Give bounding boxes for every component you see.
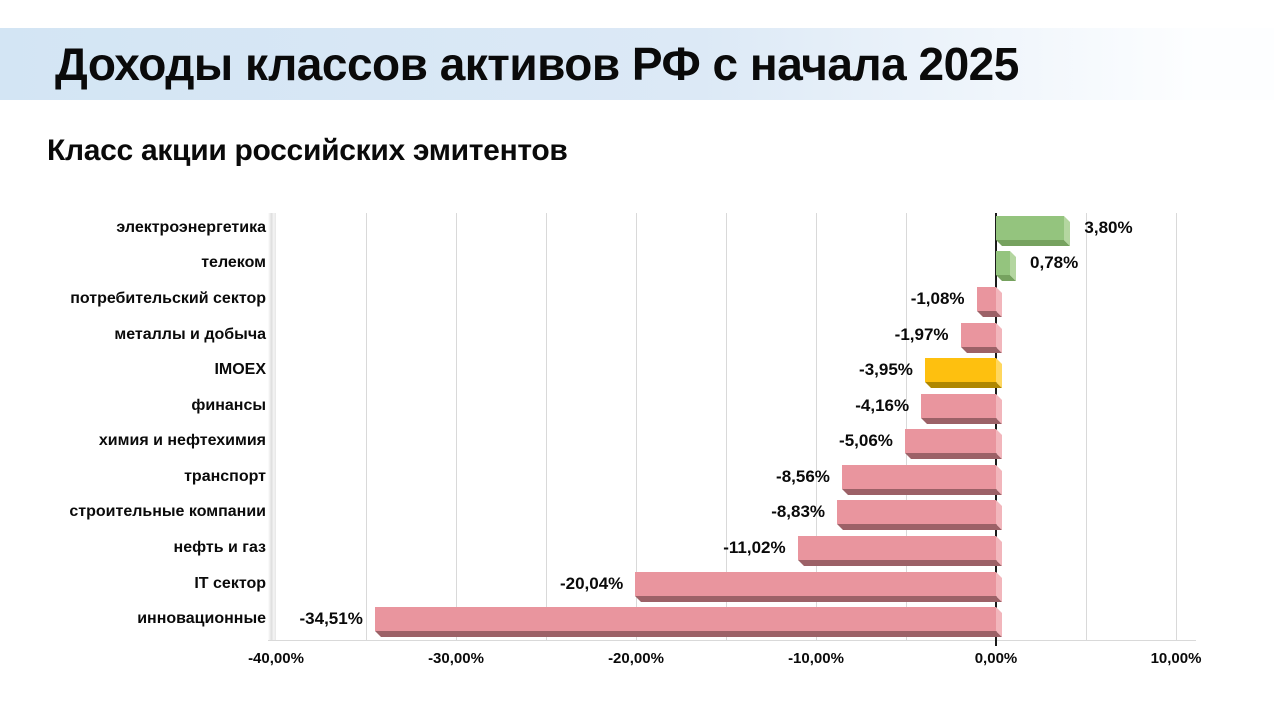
bar-bottom-face (924, 382, 1002, 389)
bar-end-cap (995, 429, 1002, 460)
value-label: -1,97% (894, 324, 949, 344)
gridline-minor (1086, 213, 1087, 640)
bar-end-cap (995, 464, 1002, 495)
value-label: -1,08% (910, 288, 965, 308)
category-label: IMOEX (214, 361, 266, 379)
category-label: потребительский сектор (70, 289, 266, 307)
bar-row (841, 464, 1002, 495)
value-label: -5,06% (839, 431, 893, 451)
category-label: металлы и добыча (114, 325, 266, 343)
bar-row (921, 393, 1002, 424)
bar-face (374, 607, 996, 632)
bar-end-cap (995, 571, 1002, 602)
bar-face (841, 464, 996, 489)
x-tick-label: -10,00% (788, 650, 844, 667)
bar-row (837, 500, 1002, 531)
category-label: инновационные (137, 610, 266, 628)
bar-bottom-face (841, 488, 1002, 495)
bar-bottom-face (797, 560, 1002, 567)
bar-face (996, 251, 1011, 276)
bar-face (976, 286, 996, 311)
bar-end-cap (1010, 251, 1017, 282)
bar-face (921, 393, 996, 418)
value-label: -8,56% (776, 466, 830, 486)
bar-face (635, 571, 996, 596)
value-label: -20,04% (559, 573, 624, 593)
bar-row (374, 607, 1002, 638)
bar-bottom-face (996, 239, 1071, 246)
plot-bottom-border (268, 640, 1196, 641)
bar-face (837, 500, 996, 525)
bar-end-cap (995, 393, 1002, 424)
bar-end-cap (995, 536, 1002, 567)
category-label: финансы (191, 396, 266, 414)
bar-row (996, 251, 1017, 282)
x-tick-label: -40,00% (248, 650, 304, 667)
category-label: IT сектор (194, 574, 266, 592)
value-label: -11,02% (723, 538, 786, 558)
bar-bottom-face (635, 595, 1002, 602)
value-label: -8,83% (771, 502, 826, 522)
bar-face (924, 358, 996, 383)
value-label: -4,16% (855, 395, 910, 415)
bar-end-cap (995, 322, 1002, 353)
bar-bottom-face (374, 631, 1002, 638)
bar-row (996, 215, 1071, 246)
gridline-minor (366, 213, 367, 640)
x-tick-label: 0,00% (974, 650, 1018, 667)
bar-end-cap (995, 607, 1002, 638)
x-tick-label: -20,00% (608, 650, 664, 667)
bar-row (924, 358, 1002, 389)
bar-bottom-face (921, 417, 1002, 424)
page-title: Доходы классов активов РФ с начала 2025 (55, 38, 1019, 90)
category-label: химия и нефтехимия (98, 432, 266, 450)
plot-left-wall (268, 213, 276, 640)
bar-end-cap (995, 286, 1002, 317)
gridline-minor (906, 213, 907, 640)
value-label: -34,51% (299, 609, 363, 629)
category-label: телеком (201, 254, 266, 272)
page-subtitle: Класс акции российских эмитентов (47, 134, 568, 167)
bar-row (904, 429, 1002, 460)
gridline-minor (816, 213, 817, 640)
bar-row (960, 322, 1002, 353)
bar-face (797, 536, 996, 561)
title-banner: Доходы классов активов РФ с начала 2025 (0, 28, 1274, 100)
x-tick-label: 10,00% (1150, 650, 1202, 667)
bar-row (976, 286, 1002, 317)
gridline-minor (636, 213, 637, 640)
bar-face (904, 429, 996, 454)
bar-end-cap (1064, 215, 1071, 246)
gridline-minor (726, 213, 727, 640)
gridline-minor (456, 213, 457, 640)
x-tick-label: -30,00% (428, 650, 484, 667)
category-label: нефть и газ (173, 539, 266, 557)
value-label: 3,80% (1084, 217, 1133, 237)
gridline-minor (1176, 213, 1177, 640)
bar-row (635, 571, 1002, 602)
bar-bottom-face (904, 453, 1002, 460)
category-label: электроэнергетика (116, 218, 266, 236)
value-label: -3,95% (859, 360, 913, 380)
bar-face (960, 322, 996, 347)
bar-row (797, 536, 1002, 567)
category-label: строительные компании (69, 503, 266, 521)
bar-end-cap (995, 358, 1002, 389)
category-label: транспорт (184, 467, 266, 485)
gridline-minor (546, 213, 547, 640)
bar-face (996, 215, 1065, 240)
bar-bottom-face (837, 524, 1002, 531)
value-label: 0,78% (1030, 253, 1079, 273)
